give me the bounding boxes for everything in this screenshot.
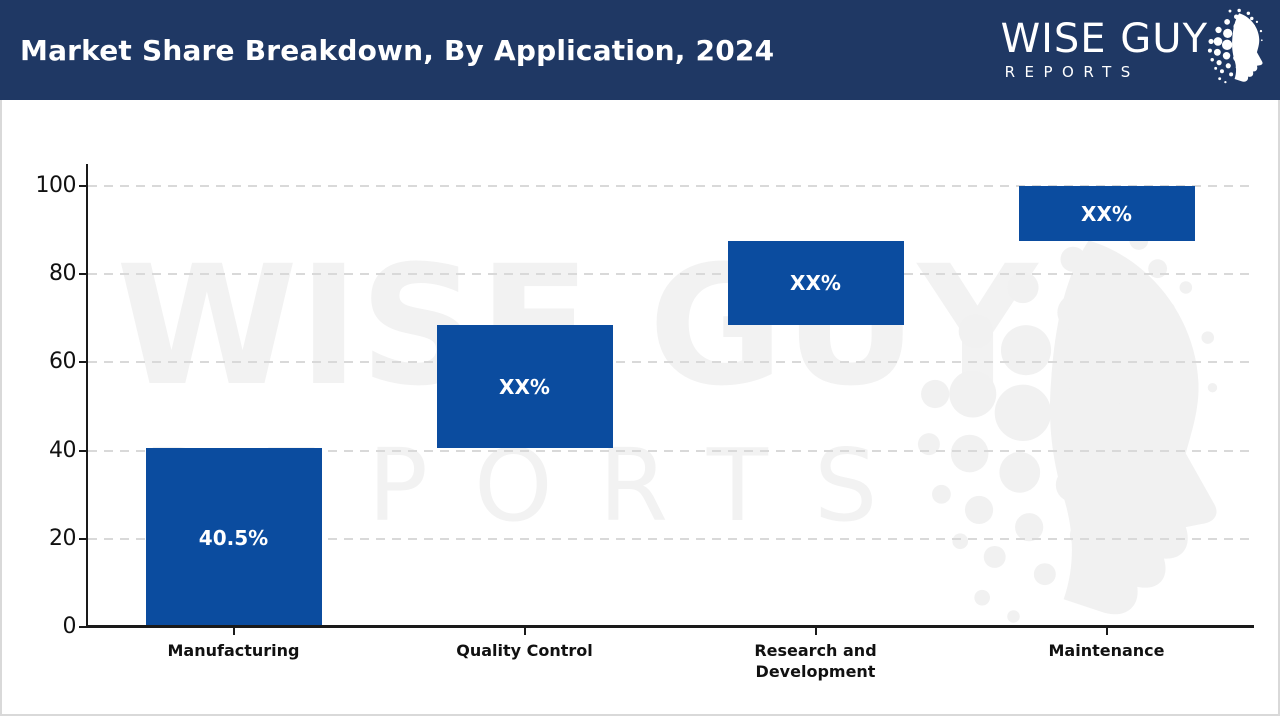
y-axis-line [86, 164, 88, 627]
gridline [88, 537, 1252, 540]
bar-value-label: XX% [499, 374, 550, 399]
y-tick-label: 80 [49, 261, 77, 287]
bar-segment: XX% [727, 241, 904, 325]
x-tick-label: Manufacturing [167, 641, 300, 660]
y-tick-mark [79, 537, 86, 540]
x-tick-mark [814, 628, 817, 635]
x-tick-label: Quality Control [456, 641, 593, 660]
y-tick-label: 40 [49, 437, 77, 463]
x-axis-line [86, 625, 1254, 628]
logo-wordmark: WISE GUY [1000, 16, 1208, 62]
header: Market Share Breakdown, By Application, … [0, 0, 1280, 100]
brand-logo: WISE GUY REPORTS [1001, 7, 1266, 93]
bar-value-label: 40.5% [198, 525, 269, 550]
y-tick-mark [79, 273, 86, 276]
page-border-right [1278, 100, 1280, 716]
gridline [88, 185, 1252, 188]
x-tick-label: Research and Development [754, 641, 877, 681]
y-tick-mark [79, 626, 86, 628]
gridline [88, 273, 1252, 276]
logo-wordmark-block: WISE GUY REPORTS [1001, 19, 1208, 81]
y-tick-label: 20 [49, 525, 77, 551]
bar-value-label: XX% [790, 271, 841, 296]
x-tick-mark [523, 628, 526, 635]
page-border-left [0, 100, 2, 716]
page-border-bottom [0, 714, 1280, 716]
x-tick-mark [1105, 628, 1108, 635]
gridline [88, 361, 1252, 364]
y-tick-label: 0 [62, 614, 77, 639]
x-tick-label: Maintenance [1048, 641, 1165, 660]
bar-segment: XX% [1018, 186, 1195, 242]
y-tick-mark [79, 449, 86, 452]
y-tick-label: 100 [35, 173, 77, 199]
logo-subtitle: REPORTS [1004, 63, 1140, 81]
x-tick-mark [232, 628, 235, 635]
y-tick-mark [79, 185, 86, 188]
bar-value-label: XX% [1081, 201, 1132, 226]
gridline [88, 449, 1252, 452]
y-tick-label: 60 [49, 349, 77, 375]
bar-segment: XX% [436, 324, 613, 449]
bar-segment: 40.5% [145, 448, 322, 627]
page-title: Market Share Breakdown, By Application, … [20, 33, 775, 67]
y-tick-mark [79, 361, 86, 364]
